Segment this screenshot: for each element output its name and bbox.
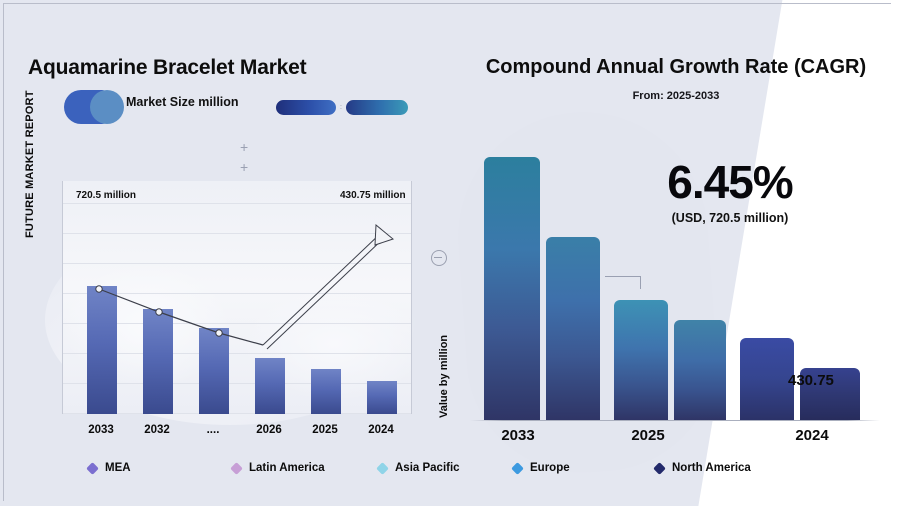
x-tick-label: 2024	[795, 427, 829, 444]
pill-separator: :	[340, 104, 342, 111]
x-tick-label: 2032	[144, 424, 170, 436]
trend-arrow-line-b	[266, 236, 386, 350]
cagr-value: 6.45%	[667, 156, 793, 208]
minus-circle-icon	[431, 250, 447, 266]
bar-2033-a	[484, 157, 540, 420]
legend-label: MEA	[105, 462, 131, 474]
legend-item-latin-america[interactable]: Latin America	[230, 461, 325, 475]
bar-2024-b	[800, 368, 860, 420]
gridline	[63, 233, 411, 234]
bar-2024	[367, 381, 397, 414]
legend-label: Latin America	[249, 462, 325, 474]
line-marker	[215, 329, 223, 337]
chart-legend: MEA Latin America Asia Pacific Europe No…	[0, 461, 900, 486]
left-chart-value-start: 720.5 million	[76, 190, 137, 201]
brand-logo-icon	[64, 90, 124, 124]
x-tick-label: 2025	[312, 424, 338, 436]
legend-item-asia-pacific[interactable]: Asia Pacific	[376, 461, 460, 475]
x-tick-label: 2025	[631, 427, 665, 444]
trend-arrow-head-icon	[374, 223, 395, 246]
bar-2026	[255, 358, 285, 414]
legend-label: North America	[672, 462, 751, 474]
bar-2025	[311, 369, 341, 414]
pill-gradient-right	[345, 100, 408, 115]
cagr-subtitle: From: 2025-2033	[632, 90, 720, 102]
legend-item-europe[interactable]: Europe	[511, 461, 570, 475]
page-title: Aquamarine Bracelet Market	[28, 56, 307, 79]
bar-2025-b	[674, 320, 726, 420]
gridline	[63, 203, 411, 204]
x-tick-label: 2033	[88, 424, 114, 436]
left-chart-right-axis-label: Value by million	[438, 334, 450, 418]
left-chart-y-axis-label: FUTURE MARKET REPORT	[24, 90, 36, 238]
legend-marker-icon	[653, 461, 666, 475]
x-tick-label: ....	[206, 424, 220, 436]
bar-2033-b	[546, 237, 600, 420]
line-marker	[155, 308, 163, 316]
chart-tick-decoration	[605, 276, 641, 289]
legend-label: Europe	[530, 462, 570, 474]
left-chart-x-axis: 2033 2032 .... 2026 2025 2024	[62, 424, 412, 442]
market-size-label: Market Size million	[126, 95, 239, 109]
bar-dots	[199, 328, 229, 414]
cagr-chart-baseline	[470, 420, 880, 421]
cagr-data-label: 430.75	[788, 372, 834, 389]
cagr-chart	[470, 140, 880, 420]
plus-icon-1: +	[240, 139, 249, 155]
gridline	[63, 353, 411, 354]
bar-2024-a	[740, 338, 794, 420]
logo-right-circle-icon	[90, 90, 124, 124]
x-tick-label: 2026	[256, 424, 282, 436]
trend-line-declining	[98, 288, 264, 346]
pill-gradient-left	[276, 100, 336, 115]
legend-marker-icon	[376, 461, 389, 475]
gridline	[63, 383, 411, 384]
legend-item-mea[interactable]: MEA	[86, 461, 131, 475]
gridline	[63, 413, 411, 414]
trend-line-overlay	[95, 223, 395, 350]
legend-marker-icon	[86, 461, 99, 475]
bar-2033	[87, 286, 117, 414]
trend-arrow-line-a	[262, 232, 382, 346]
x-tick-label: 2024	[368, 424, 394, 436]
line-marker	[95, 285, 103, 293]
cagr-title: Compound Annual Growth Rate (CAGR)	[485, 56, 867, 78]
bar-2032	[143, 309, 173, 414]
gridline	[63, 323, 411, 324]
market-size-chart: ◫ ◫	[62, 181, 412, 414]
x-tick-label: 2033	[501, 427, 535, 444]
legend-pill-group: :	[276, 100, 408, 115]
legend-marker-icon	[511, 461, 524, 475]
cagr-chart-x-axis: 2033 2025 2024	[470, 427, 880, 449]
cagr-note: (USD, 720.5 million)	[671, 211, 789, 225]
gridline	[63, 263, 411, 264]
plus-icon-2: +	[240, 159, 249, 175]
legend-item-north-america[interactable]: North America	[653, 461, 751, 475]
legend-label: Asia Pacific	[395, 462, 460, 474]
bar-series	[63, 181, 411, 414]
bar-2025-a	[614, 300, 668, 420]
gridline	[63, 293, 411, 294]
left-chart-value-end: 430.75 million	[340, 190, 406, 201]
legend-marker-icon	[230, 461, 243, 475]
